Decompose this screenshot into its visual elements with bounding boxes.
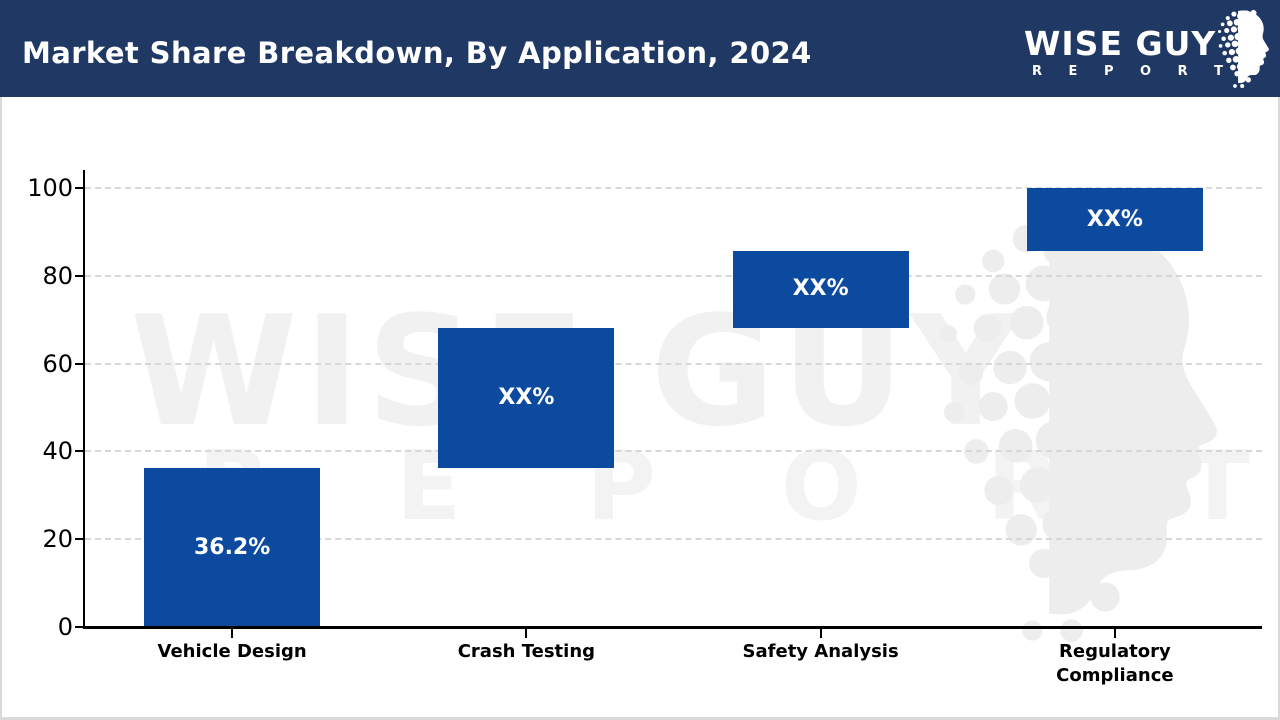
bar-value-label-crash-testing: XX%	[498, 384, 555, 410]
x-category-label-vehicle-design: Vehicle Design	[157, 641, 307, 662]
gridline-20	[85, 538, 1262, 541]
gridline-40	[85, 450, 1262, 453]
y-tick-label-80: 80	[42, 261, 73, 290]
y-tick-label-0: 0	[57, 613, 73, 641]
logo-wordmark: WISE GUY	[1024, 24, 1217, 63]
y-tick-mark-0	[75, 626, 85, 628]
logo-subtext: R E P O R T S	[1032, 64, 1270, 79]
y-tick-mark-80	[75, 274, 85, 277]
wise-guy-reports-logo: WISE GUY R E P O R T S	[992, 0, 1272, 97]
y-axis-line	[83, 170, 85, 629]
bar-value-label-regulatory-compliance: XX%	[1086, 206, 1143, 232]
page-title: Market Share Breakdown, By Application, …	[22, 36, 812, 70]
x-axis-line	[83, 626, 1262, 629]
bar-value-label-safety-analysis: XX%	[792, 276, 849, 302]
gridline-80	[85, 274, 1262, 277]
x-category-label-crash-testing: Crash Testing	[457, 641, 596, 662]
x-tick-mark-vehicle-design	[231, 629, 234, 638]
bar-segment-regulatory-compliance	[1026, 188, 1203, 252]
y-tick-mark-20	[75, 538, 85, 541]
y-tick-mark-40	[75, 450, 85, 453]
x-category-label-regulatory-compliance: Regulatory Compliance	[1056, 641, 1174, 687]
header-bar: Market Share Breakdown, By Application, …	[0, 0, 1280, 97]
y-tick-label-60: 60	[42, 349, 73, 378]
x-tick-mark-regulatory-compliance	[1113, 629, 1116, 638]
y-tick-mark-60	[75, 362, 85, 365]
bar-value-label-vehicle-design: 36.2%	[193, 534, 271, 560]
y-tick-mark-100	[75, 187, 85, 189]
x-tick-mark-safety-analysis	[819, 629, 822, 638]
y-tick-label-100: 100	[27, 174, 73, 202]
dotted-head-icon	[1218, 9, 1269, 89]
y-tick-label-20: 20	[42, 525, 73, 554]
gridline-100	[85, 187, 1262, 189]
x-category-label-safety-analysis: Safety Analysis	[742, 641, 899, 662]
bar-segment-safety-analysis	[732, 251, 909, 328]
bar-segment-vehicle-design	[144, 468, 321, 627]
x-tick-mark-crash-testing	[525, 629, 528, 638]
bar-segment-crash-testing	[438, 327, 615, 469]
gridline-60	[85, 362, 1262, 365]
y-tick-label-40: 40	[42, 437, 73, 466]
